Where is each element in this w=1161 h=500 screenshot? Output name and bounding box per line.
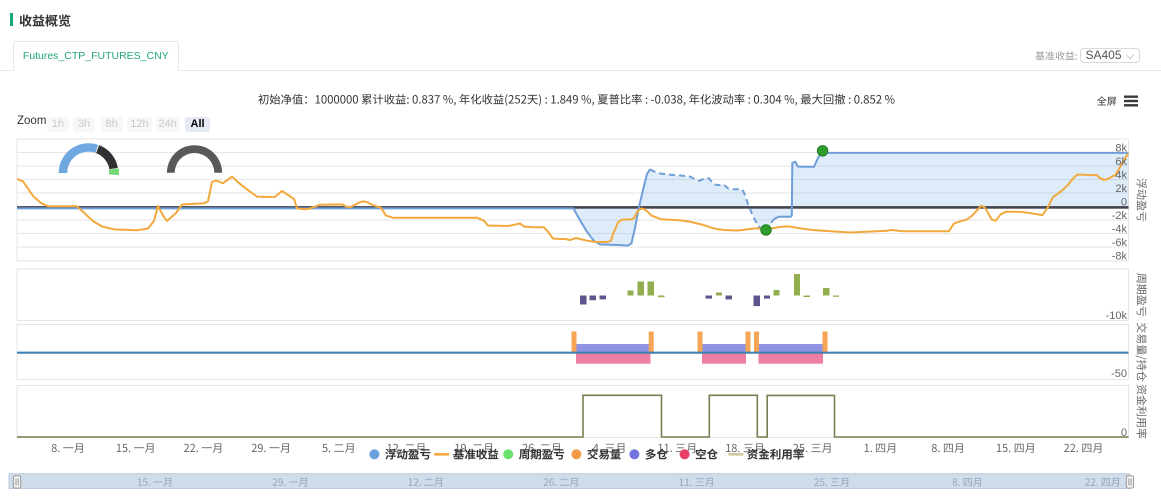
svg-text:-2k: -2k — [1112, 210, 1128, 222]
svg-text:-8k: -8k — [1112, 250, 1128, 262]
svg-text:0: 0 — [1121, 196, 1127, 208]
svg-text:0: 0 — [1121, 427, 1127, 439]
svg-text:6k: 6k — [1115, 156, 1127, 168]
svg-text:4k: 4k — [1115, 169, 1127, 181]
svg-text:-50: -50 — [1111, 368, 1127, 380]
svg-text:-10k: -10k — [1106, 310, 1128, 322]
svg-text:8k: 8k — [1115, 142, 1127, 154]
svg-text:2k: 2k — [1115, 183, 1127, 195]
svg-text:-6k: -6k — [1112, 237, 1128, 249]
svg-text:-4k: -4k — [1112, 223, 1128, 235]
